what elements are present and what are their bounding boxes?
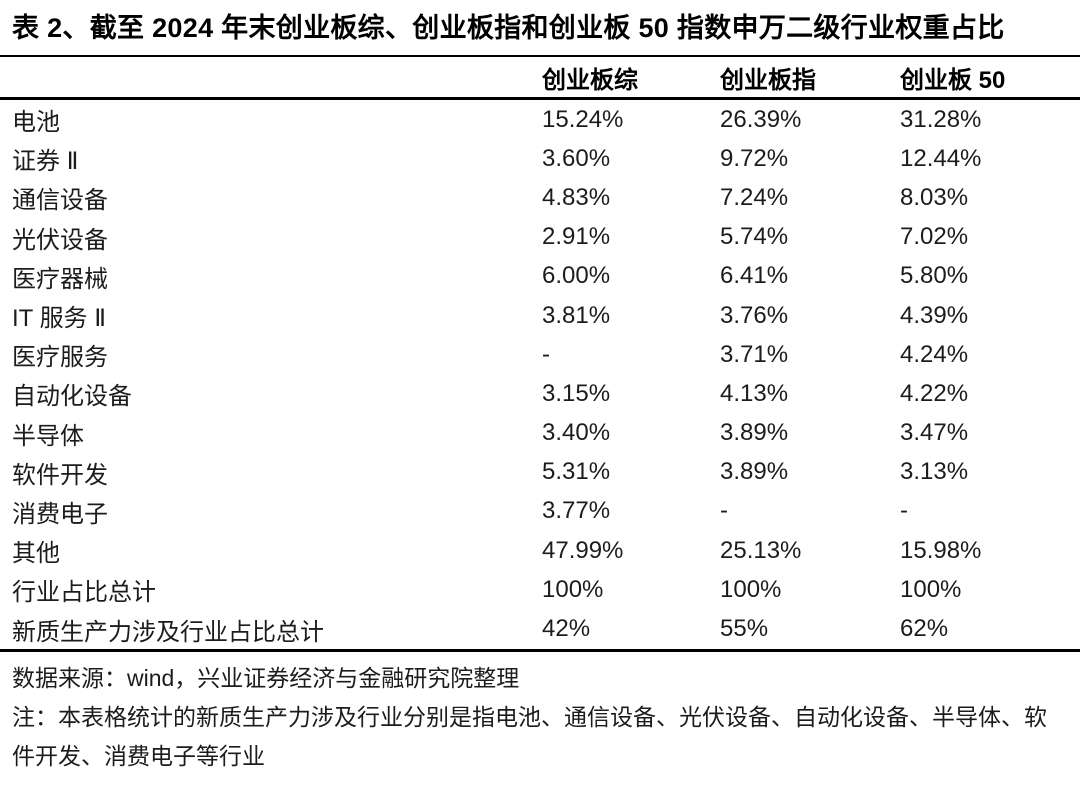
cell-value: 42% — [542, 609, 720, 652]
cell-value: 100% — [720, 575, 782, 603]
cell-value: 55% — [720, 609, 900, 652]
cell-value: 3.89% — [720, 419, 789, 447]
cell-value: 3.60% — [542, 144, 611, 172]
cell-value: 2.91% — [542, 223, 611, 251]
row-label: 电池 — [12, 109, 60, 137]
table-row: 行业占比总计 100% 100% 100% — [0, 570, 1080, 609]
cell-value: 47.99% — [542, 536, 624, 564]
row-label: 新质生产力涉及行业占比总计 — [0, 609, 542, 652]
row-label: 医疗服务 — [12, 344, 108, 372]
row-label: 消费电子 — [12, 500, 108, 528]
cell-value: 3.81% — [542, 301, 611, 329]
cell-value: 3.15% — [542, 379, 611, 407]
cell-value: 100% — [900, 575, 962, 603]
table-body: 电池 15.24% 26.39% 31.28% 证券 Ⅱ 3.60% 9.72% 12.44%… — [0, 99, 1080, 652]
col-header-chinext-composite: 创业板综 — [542, 66, 638, 94]
row-label: 医疗器械 — [12, 265, 108, 293]
cell-value: 25.13% — [720, 536, 802, 564]
cell-value: 3.40% — [542, 419, 611, 447]
cell-value: 4.83% — [542, 183, 611, 211]
table-row: 证券 Ⅱ 3.60% 9.72% 12.44% — [0, 139, 1080, 178]
table-row: 半导体 3.40% 3.89% 3.47% — [0, 414, 1080, 453]
header-row: 创业板综 创业板指 创业板 50 — [0, 56, 1080, 99]
cell-value: 3.89% — [720, 458, 789, 486]
cell-value: 62% — [900, 609, 1080, 652]
cell-value: 6.00% — [542, 262, 611, 290]
cell-value: 4.24% — [900, 340, 969, 368]
cell-value: 5.80% — [900, 262, 969, 290]
cell-value: 4.39% — [900, 301, 969, 329]
table-title: 表 2、截至 2024 年末创业板综、创业板指和创业板 50 指数申万二级行业权… — [12, 13, 1005, 43]
row-label: 其他 — [12, 540, 60, 568]
cell-value: 7.24% — [720, 183, 789, 211]
cell-value: 3.47% — [900, 419, 969, 447]
table-header: 创业板综 创业板指 创业板 50 — [0, 56, 1080, 99]
row-label-header — [0, 56, 542, 99]
table-row: 医疗服务 - 3.71% 4.24% — [0, 335, 1080, 374]
cell-value: 12.44% — [900, 144, 982, 172]
table-row: 光伏设备 2.91% 5.74% 7.02% — [0, 218, 1080, 257]
cell-value: 15.24% — [542, 105, 624, 133]
table-row: 电池 15.24% 26.39% 31.28% — [0, 99, 1080, 140]
cell-value: 100% — [542, 575, 604, 603]
cell-value: 5.31% — [542, 458, 611, 486]
cell-value: 4.13% — [720, 379, 789, 407]
table-row: 软件开发 5.31% 3.89% 3.13% — [0, 453, 1080, 492]
row-label: 半导体 — [12, 422, 84, 450]
table-row: IT 服务 Ⅱ 3.81% 3.76% 4.39% — [0, 296, 1080, 335]
cell-value: 7.02% — [900, 223, 969, 251]
note-line: 注：本表格统计的新质生产力涉及行业分别是指电池、通信设备、光伏设备、自动化设备、… — [12, 703, 1047, 769]
cell-value: - — [542, 340, 550, 368]
cell-value: 26.39% — [720, 105, 802, 133]
col-header-chinext-index: 创业板指 — [720, 66, 816, 94]
col-header-chinext-50: 创业板 50 — [900, 66, 1006, 94]
cell-value: - — [720, 497, 728, 525]
row-label: 证券 Ⅱ — [12, 148, 79, 176]
table-footer: 数据来源：wind，兴业证券经济与金融研究院整理 注：本表格统计的新质生产力涉及… — [0, 652, 1080, 776]
cell-value: - — [900, 497, 908, 525]
table-row: 其他 47.99% 25.13% 15.98% — [0, 531, 1080, 570]
table-row: 新质生产力涉及行业占比总计 42% 55% 62% — [0, 609, 1080, 652]
cell-value: 4.22% — [900, 379, 969, 407]
cell-value: 15.98% — [900, 536, 982, 564]
row-label: IT 服务 Ⅱ — [12, 305, 107, 333]
row-label: 自动化设备 — [12, 383, 132, 411]
table-row: 消费电子 3.77% - - — [0, 492, 1080, 531]
row-label: 行业占比总计 — [12, 579, 156, 607]
row-label: 光伏设备 — [12, 226, 108, 254]
table-row: 通信设备 4.83% 7.24% 8.03% — [0, 178, 1080, 217]
cell-value: 8.03% — [900, 183, 969, 211]
table-row: 自动化设备 3.15% 4.13% 4.22% — [0, 374, 1080, 413]
cell-value: 3.71% — [720, 340, 789, 368]
table-row: 医疗器械 6.00% 6.41% 5.80% — [0, 257, 1080, 296]
cell-value: 9.72% — [720, 144, 789, 172]
cell-value: 3.13% — [900, 458, 969, 486]
row-label: 软件开发 — [12, 461, 108, 489]
cell-value: 6.41% — [720, 262, 789, 290]
industry-weight-table: 创业板综 创业板指 创业板 50 电池 15.24% 26.39% 31.28% 证券 … — [0, 55, 1080, 652]
cell-value: 3.76% — [720, 301, 789, 329]
cell-value: 3.77% — [542, 497, 611, 525]
data-source-line: 数据来源：wind，兴业证券经济与金融研究院整理 — [12, 664, 520, 691]
cell-value: 31.28% — [900, 105, 982, 133]
row-label: 通信设备 — [12, 187, 108, 215]
cell-value: 5.74% — [720, 223, 789, 251]
